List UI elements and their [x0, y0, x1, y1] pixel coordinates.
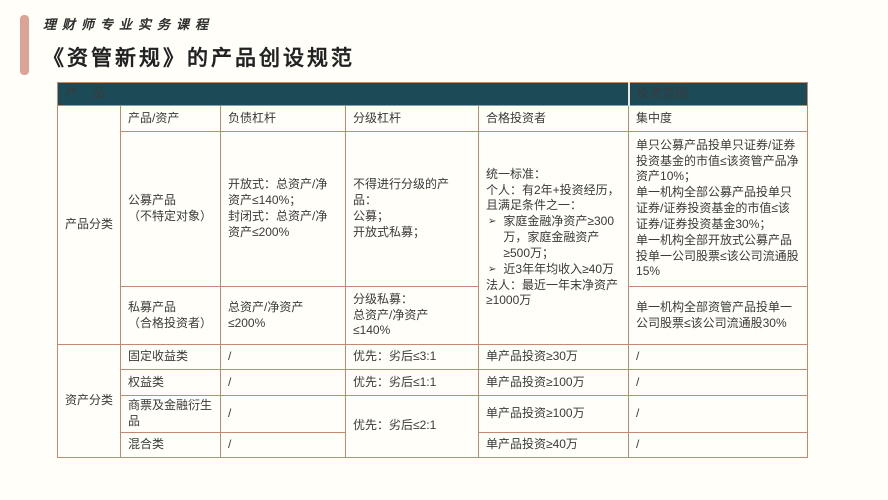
cell-commercial-derivatives-qualified-investor: 单产品投资≥100万 — [477, 395, 630, 433]
cell-public-name: 公募产品 （不特定对象） — [120, 131, 221, 287]
table-row-mixed: 混合类 / 单产品投资≥40万 / — [58, 431, 809, 458]
arrow-bullet-icon: ➢ — [488, 263, 497, 275]
cell-equity-name: 权益类 — [120, 369, 221, 396]
row-group-asset-classification: 资产分类 — [57, 344, 121, 458]
column-header-concentration: 集中度 — [628, 105, 809, 132]
cell-fixed-income-concentration: / — [628, 344, 809, 370]
header-text: 理财师专业实务课程 《资管新规》的产品创设规范 — [43, 12, 355, 72]
cell-mixed-qualified-investor: 单产品投资≥40万 — [477, 431, 630, 458]
column-header-qualified-investor: 合格投资者 — [477, 105, 630, 132]
cell-mixed-name: 混合类 — [120, 431, 221, 458]
slide-header: 理财师专业实务课程 《资管新规》的产品创设规范 — [0, 0, 888, 75]
qi-standard-title: 统一标准： — [486, 166, 547, 181]
table-row-equity: 权益类 / 优先：劣后≤1:1 单产品投资≥100万 / — [58, 369, 809, 396]
cell-equity-qualified-investor: 单产品投资≥100万 — [477, 369, 630, 396]
course-kicker: 理财师专业实务课程 — [43, 17, 215, 32]
cell-fixed-income-tranche-leverage: 优先：劣后≤3:1 — [345, 344, 479, 370]
table-row-top-header: 产 品 投资范围 — [56, 82, 809, 106]
cell-private-concentration: 单一机构全部资管产品投单一公司股票≤该公司流通股30% — [628, 286, 809, 345]
cell-fixed-income-debt-leverage: / — [220, 344, 346, 370]
regulation-table: 产 品 投资范围 产品分类 产品/资产 负债杠杆 分级杠杆 合格投资者 集中度 … — [56, 82, 809, 458]
arrow-bullet-icon: ➢ — [488, 216, 497, 228]
header-investment-scope: 投资范围 — [627, 82, 809, 106]
table-row-commercial-derivatives: 商票及金融衍生品 / 优先：劣后≤2:1 单产品投资≥100万 / — [58, 395, 809, 458]
column-header-debt-leverage: 负债杠杆 — [220, 105, 346, 132]
qi-bullet-item: ➢ 家庭金融净资产≥300万，家庭金融资产≥500万； — [486, 214, 621, 261]
accent-bar — [20, 15, 29, 75]
cell-commercial-derivatives-tranche-leverage: 优先：劣后≤2:1 — [345, 395, 479, 458]
cell-equity-debt-leverage: / — [220, 369, 346, 396]
cell-qualified-investor-standard: 统一标准： 个人：有2年+投资经历，且满足条件之一： ➢ 家庭金融净资产≥300… — [477, 131, 630, 345]
cell-private-tranche-leverage: 分级私募： 总资产/净资产 ≤140% — [345, 286, 479, 345]
table-row-fixed-income: 资产分类 固定收益类 / 优先：劣后≤3:1 单产品投资≥30万 / — [57, 344, 809, 458]
qi-legal-person-condition: 法人：最近一年末净资产≥1000万 — [486, 277, 619, 308]
row-group-product-classification: 产品分类 — [57, 105, 121, 345]
qi-bullet-text: 近3年年均收入≥40万 — [503, 261, 614, 276]
cell-mixed-debt-leverage: / — [220, 431, 346, 458]
table-row-public-offering: 公募产品 （不特定对象） 开放式：总资产/净资产≤140%； 封闭式：总资产/净… — [58, 131, 809, 345]
table-row-private-placement: 私募产品 （合格投资者） 总资产/净资产 ≤200% 分级私募： 总资产/净资产… — [58, 286, 809, 345]
qi-individual-condition: 个人：有2年+投资经历，且满足条件之一： — [486, 182, 620, 213]
cell-fixed-income-name: 固定收益类 — [120, 344, 221, 370]
cell-equity-concentration: / — [628, 369, 809, 396]
table-row-column-headers: 产品分类 产品/资产 负债杠杆 分级杠杆 合格投资者 集中度 — [57, 105, 809, 345]
cell-public-tranche-leverage: 不得进行分级的产品： 公募； 开放式私募； — [345, 131, 479, 287]
header-product: 产 品 — [56, 82, 630, 106]
cell-commercial-derivatives-concentration: / — [628, 395, 809, 433]
column-header-tranche-leverage: 分级杠杆 — [345, 105, 479, 132]
cell-commercial-derivatives-name: 商票及金融衍生品 — [120, 395, 221, 433]
cell-mixed-concentration: / — [628, 431, 809, 458]
column-header-product-asset: 产品/资产 — [120, 105, 221, 132]
qi-bullet-item: ➢ 近3年年均收入≥40万 — [486, 262, 621, 278]
cell-private-debt-leverage: 总资产/净资产 ≤200% — [220, 286, 346, 345]
cell-commercial-derivatives-debt-leverage: / — [220, 395, 346, 433]
page-title: 《资管新规》的产品创设规范 — [43, 47, 355, 70]
cell-fixed-income-qualified-investor: 单产品投资≥30万 — [477, 344, 630, 370]
cell-public-concentration: 单只公募产品投单只证券/证券投资基金的市值≤该资管产品净资产10%； 单一机构全… — [628, 131, 809, 287]
cell-public-debt-leverage: 开放式：总资产/净资产≤140%； 封闭式：总资产/净资产≤200% — [220, 131, 346, 287]
cell-equity-tranche-leverage: 优先：劣后≤1:1 — [345, 369, 479, 396]
qi-bullet-text: 家庭金融净资产≥300万，家庭金融资产≥500万； — [503, 214, 614, 260]
cell-private-name: 私募产品 （合格投资者） — [120, 286, 221, 345]
